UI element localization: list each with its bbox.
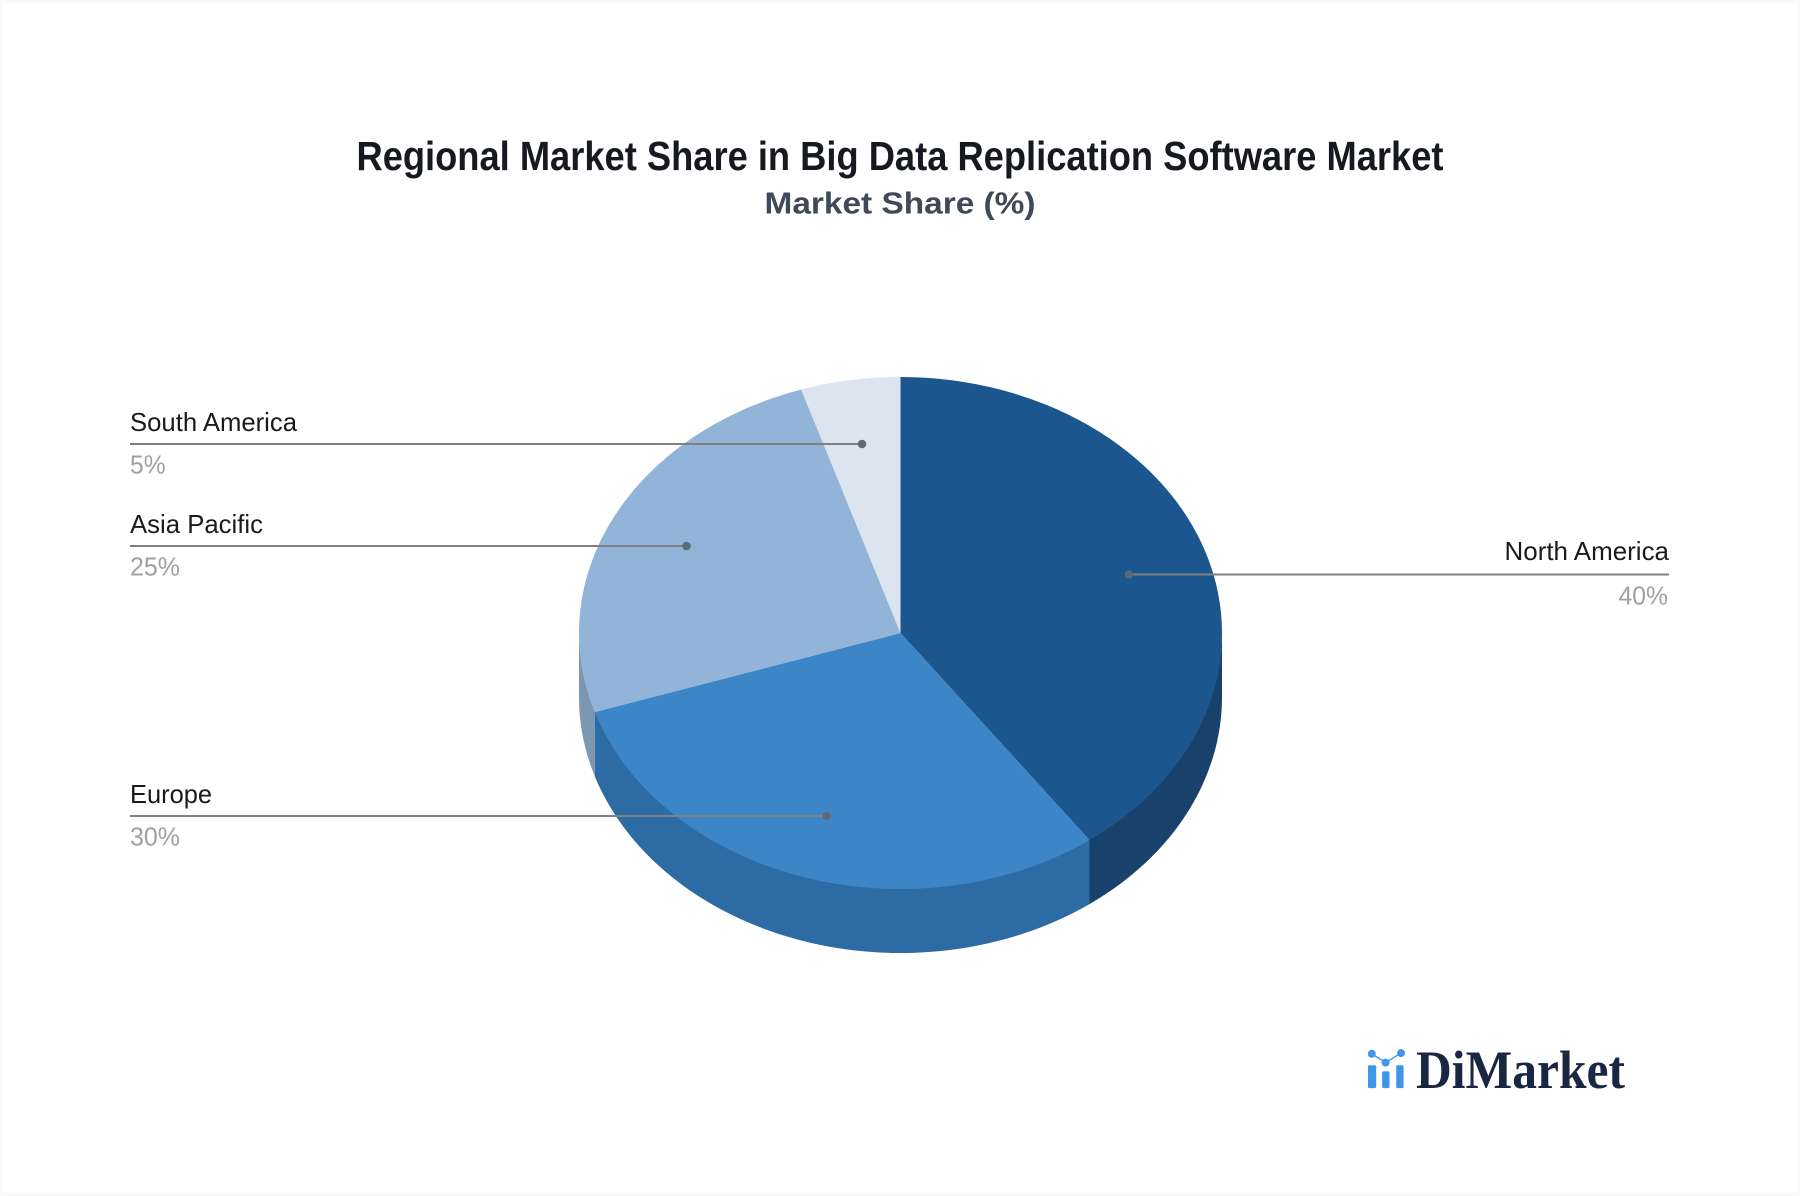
svg-text:North America: North America	[1505, 536, 1670, 566]
svg-text:Europe: Europe	[130, 779, 212, 809]
svg-text:40%: 40%	[1619, 581, 1669, 611]
svg-text:Regional Market Share in Big D: Regional Market Share in Big Data Replic…	[357, 133, 1444, 179]
svg-text:25%: 25%	[130, 552, 180, 582]
svg-text:5%: 5%	[130, 450, 166, 480]
svg-text:South America: South America	[130, 407, 298, 437]
svg-text:30%: 30%	[130, 822, 180, 852]
svg-text:Asia Pacific: Asia Pacific	[130, 509, 263, 539]
svg-text:DiMarket: DiMarket	[1416, 1040, 1625, 1100]
svg-text:Market Share (%): Market Share (%)	[765, 186, 1036, 221]
